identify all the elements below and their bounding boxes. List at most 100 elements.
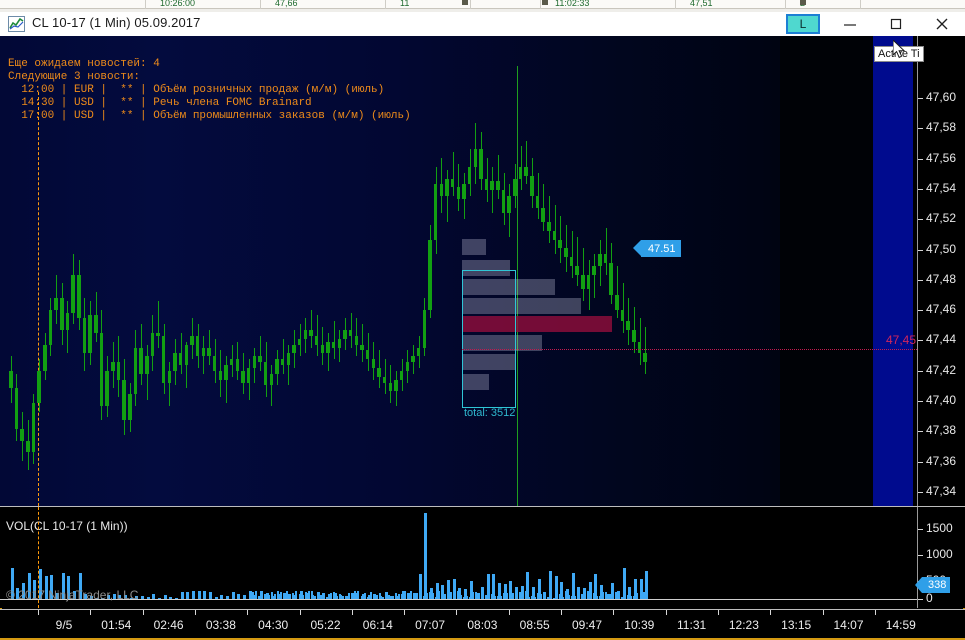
page-title: CL 10-17 (1 Min) 05.09.2017 [32, 15, 201, 30]
price-axis-tick [918, 370, 923, 372]
volume-bar [255, 590, 257, 599]
volume-bar [388, 595, 390, 599]
time-axis-label: 02:46 [153, 618, 184, 632]
volume-bar [101, 597, 105, 599]
volume-bar [572, 572, 576, 599]
volume-bar [274, 593, 276, 599]
volume-bar [96, 597, 100, 599]
volume-bar [345, 596, 347, 599]
volume-bar [28, 573, 32, 599]
volume-bar [130, 597, 134, 599]
background-grid-line [785, 0, 786, 9]
volume-bar [636, 593, 638, 599]
time-axis-label: 13:15 [781, 618, 812, 632]
volume-bar [368, 594, 372, 599]
volume-bar [45, 575, 49, 599]
candle-body [207, 347, 211, 357]
volume-bar [424, 513, 428, 599]
volume-bar [203, 591, 207, 599]
volume-bar [485, 594, 487, 599]
volume-bar [559, 594, 561, 599]
time-axis-tick [404, 610, 406, 615]
candle-body [105, 370, 109, 406]
time-axis-label: 08:03 [467, 618, 498, 632]
volume-bar [370, 591, 372, 599]
volume-bar [472, 592, 474, 599]
candle-body [541, 207, 545, 223]
candle-body [456, 187, 460, 199]
volume-bar [481, 597, 483, 599]
volume-bar [628, 586, 632, 599]
minimize-button[interactable] [827, 12, 873, 36]
volume-bar [528, 596, 530, 599]
candle-body [178, 353, 183, 366]
session-divider-line [517, 66, 518, 506]
candle-body [586, 274, 591, 290]
volume-bar [537, 592, 539, 599]
time-axis-tick [38, 610, 39, 615]
volume-bar [441, 585, 445, 599]
price-marker-arrow [633, 240, 641, 256]
volume-bar [600, 584, 604, 599]
volume-bar [634, 579, 638, 599]
candle-body [473, 149, 477, 167]
candle-body [218, 370, 223, 380]
candle-wick [288, 344, 289, 386]
price-chart-panel[interactable]: Еще ожидаем новостей: 4 Следующие 3 ново… [0, 36, 917, 506]
candle-body [439, 184, 444, 196]
layout-button[interactable]: L [778, 12, 822, 36]
volume-bar [339, 593, 341, 599]
candle-wick [572, 230, 573, 278]
candle-body [484, 178, 489, 191]
candle-body [547, 222, 551, 231]
volume-bar [330, 592, 332, 599]
volume-bar [158, 597, 162, 599]
candle-body [14, 388, 19, 430]
volume-bar [618, 592, 620, 599]
volume-axis[interactable]: 150010005000 338 [915, 507, 965, 608]
volume-bar [596, 596, 598, 599]
volume-bar [560, 582, 564, 599]
volume-bar [494, 596, 496, 599]
candle-wick [498, 155, 499, 199]
volume-bar [509, 595, 511, 599]
time-axis[interactable]: 9/5 01:54 02:46 03:38 04:30 05:22 06:14 07:07 08… [0, 609, 965, 640]
time-axis-label: 05:22 [310, 618, 341, 632]
candle-body [31, 402, 36, 453]
last-price-marker: 47.51 [633, 240, 681, 257]
maximize-button[interactable] [873, 12, 919, 36]
volume-bar [268, 594, 270, 599]
candle-body [195, 335, 200, 357]
price-axis[interactable]: 47,60 47,58 47,56 47,54 47,52 47,50 47,48 47,46… [917, 36, 965, 506]
volume-bar [181, 592, 185, 599]
volume-bar [410, 590, 412, 599]
volume-bar [220, 594, 224, 599]
volume-bar [478, 593, 480, 599]
volume-bar [16, 588, 20, 599]
volume-bar [305, 592, 307, 599]
candle-wick [334, 321, 335, 360]
layout-button-label[interactable]: L [786, 14, 820, 34]
close-button[interactable] [919, 12, 965, 36]
price-axis-label: 47,54 [926, 180, 957, 195]
volume-bar [423, 596, 425, 599]
volume-panel[interactable]: VOL(CL 10-17 (1 Min)) © 2017 NinjaTrader… [0, 507, 917, 608]
candle-body [122, 379, 126, 421]
volume-bar [466, 595, 468, 599]
volume-bar [367, 596, 369, 599]
volume-profile-box [462, 270, 516, 408]
volume-bar [243, 594, 247, 599]
candle-wick [645, 327, 646, 374]
candle-body [71, 274, 75, 313]
volume-bar [526, 572, 530, 599]
volume-bar [317, 591, 321, 599]
volume-axis-label: 1500 [926, 521, 953, 535]
volume-bar [571, 596, 573, 599]
price-axis-label: 47,50 [926, 241, 957, 256]
volume-bar [175, 597, 179, 599]
volume-last-value: 338 [928, 579, 947, 591]
volume-bar [395, 593, 397, 599]
candle-body [382, 376, 387, 383]
candle-body [65, 312, 70, 331]
volume-bar [84, 593, 88, 599]
